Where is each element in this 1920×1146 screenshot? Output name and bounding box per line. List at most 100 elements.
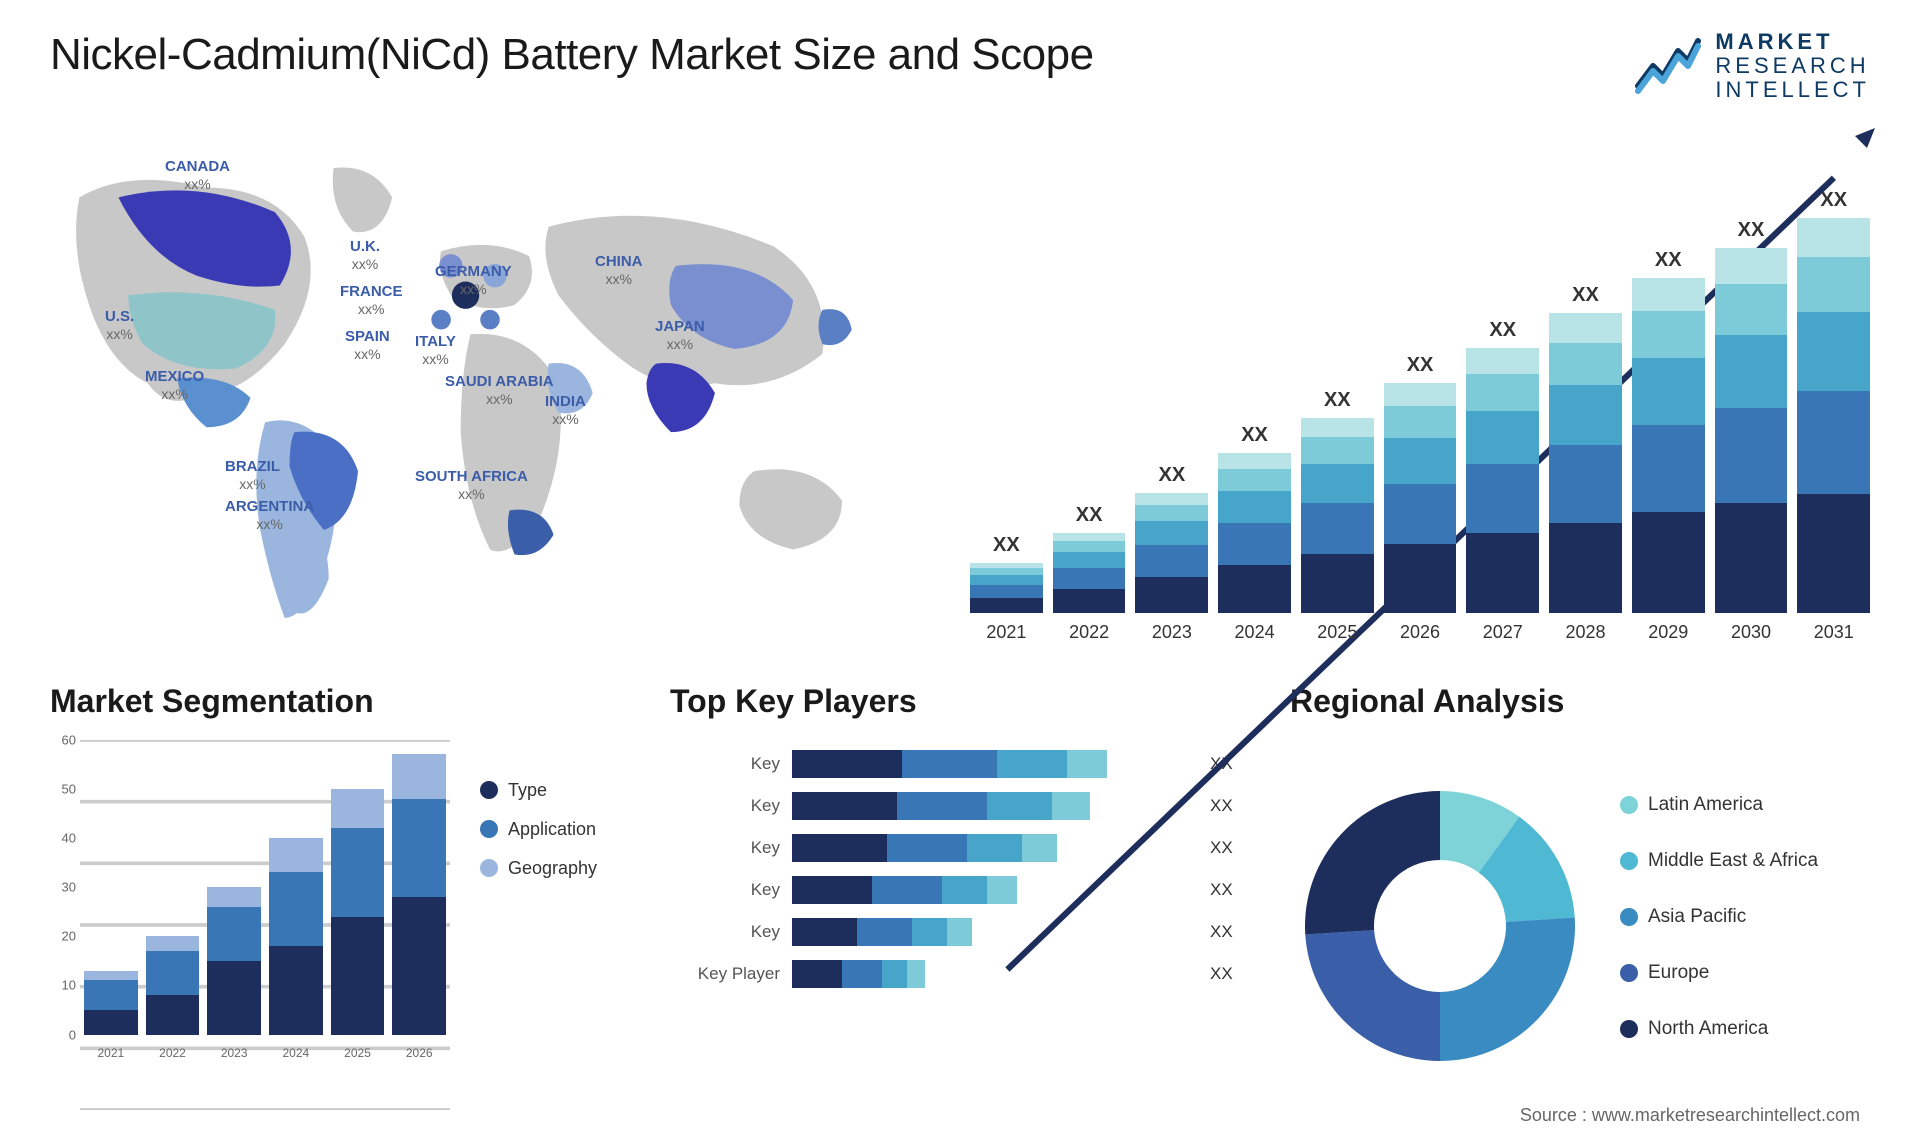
growth-bar-value: XX: [1489, 319, 1516, 342]
growth-bar-2031: XX: [1797, 189, 1870, 613]
growth-bar-value: XX: [1738, 219, 1765, 242]
growth-x-label: 2024: [1218, 622, 1291, 643]
world-map-panel: CANADAxx% U.S.xx% MEXICOxx% BRAZILxx% ARGENT…: [50, 133, 930, 653]
key-player-label: Key: [670, 796, 780, 816]
map-label-canada: CANADAxx%: [165, 158, 230, 194]
map-label-us: U.S.xx%: [105, 308, 134, 344]
growth-bar-2027: XX: [1466, 319, 1539, 613]
seg-legend-item: Geography: [480, 858, 630, 879]
page-title: Nickel-Cadmium(NiCd) Battery Market Size…: [50, 30, 1094, 80]
seg-y-tick: 20: [62, 929, 76, 944]
growth-bar-2028: XX: [1549, 284, 1622, 613]
regional-legend-item: North America: [1620, 1018, 1818, 1040]
key-player-label: Key: [670, 754, 780, 774]
key-player-row: Key XX: [670, 918, 1250, 946]
seg-y-tick: 50: [62, 781, 76, 796]
seg-y-tick: 40: [62, 830, 76, 845]
key-player-value: XX: [1210, 796, 1250, 816]
segmentation-panel: Market Segmentation 0102030405060 202120…: [50, 683, 630, 1113]
growth-x-label: 2027: [1466, 622, 1539, 643]
key-player-row: Key XX: [670, 876, 1250, 904]
growth-bar-2029: XX: [1632, 249, 1705, 613]
key-players-title: Top Key Players: [670, 683, 1250, 720]
growth-bar-2023: XX: [1135, 464, 1208, 613]
growth-bar-value: XX: [993, 534, 1020, 557]
growth-x-label: 2025: [1301, 622, 1374, 643]
map-label-spain: SPAINxx%: [345, 328, 390, 364]
map-label-france: FRANCExx%: [340, 283, 403, 319]
key-player-row: Key Player XX: [670, 960, 1250, 988]
map-label-china: CHINAxx%: [595, 253, 643, 289]
key-player-row: Key XX: [670, 750, 1250, 778]
growth-x-label: 2022: [1053, 622, 1126, 643]
donut-slice-europe: [1305, 930, 1440, 1061]
growth-bar-2030: XX: [1715, 219, 1788, 613]
brand-logo: MARKET RESEARCH INTELLECT: [1633, 30, 1870, 103]
growth-bar-value: XX: [1572, 284, 1599, 307]
map-label-saudiarabia: SAUDI ARABIAxx%: [445, 373, 554, 409]
regional-legend-item: Europe: [1620, 962, 1818, 984]
logo-text-2: RESEARCH: [1715, 54, 1870, 78]
regional-legend-item: Latin America: [1620, 794, 1818, 816]
key-player-value: XX: [1210, 880, 1250, 900]
growth-chart-panel: XXXXXXXXXXXXXXXXXXXXXX 20212022202320242…: [970, 133, 1870, 653]
regional-legend-item: Asia Pacific: [1620, 906, 1818, 928]
growth-x-label: 2021: [970, 622, 1043, 643]
segmentation-title: Market Segmentation: [50, 683, 630, 720]
key-player-bar: [792, 960, 1198, 988]
map-label-southafrica: SOUTH AFRICAxx%: [415, 468, 528, 504]
key-player-bar: [792, 792, 1198, 820]
seg-y-tick: 30: [62, 880, 76, 895]
seg-x-label: 2024: [269, 1046, 323, 1060]
growth-x-label: 2030: [1715, 622, 1788, 643]
key-player-label: Key: [670, 880, 780, 900]
source-attribution: Source : www.marketresearchintellect.com: [1520, 1105, 1860, 1126]
key-player-label: Key: [670, 838, 780, 858]
seg-bar-2024: [269, 838, 323, 1035]
growth-bar-value: XX: [1324, 389, 1351, 412]
growth-bar-2025: XX: [1301, 389, 1374, 613]
key-player-bar: [792, 750, 1198, 778]
growth-bar-2026: XX: [1384, 354, 1457, 613]
growth-bar-value: XX: [1655, 249, 1682, 272]
logo-text-3: INTELLECT: [1715, 78, 1870, 102]
growth-x-label: 2029: [1632, 622, 1705, 643]
seg-x-label: 2025: [331, 1046, 385, 1060]
key-player-value: XX: [1210, 922, 1250, 942]
map-label-brazil: BRAZILxx%: [225, 458, 280, 494]
donut-slice-north-america: [1305, 791, 1440, 934]
regional-legend-item: Middle East & Africa: [1620, 850, 1818, 872]
map-label-mexico: MEXICOxx%: [145, 368, 204, 404]
donut-slice-asia-pacific: [1440, 918, 1575, 1061]
regional-title: Regional Analysis: [1290, 683, 1870, 720]
regional-panel: Regional Analysis Latin America Middle Ea…: [1290, 683, 1870, 1113]
key-player-label: Key Player: [670, 964, 780, 984]
key-player-value: XX: [1210, 754, 1250, 774]
growth-bar-value: XX: [1820, 189, 1847, 212]
seg-bar-2022: [146, 936, 200, 1034]
map-label-italy: ITALYxx%: [415, 333, 456, 369]
growth-bar-value: XX: [1158, 464, 1185, 487]
segmentation-legend: TypeApplicationGeography: [480, 740, 630, 1113]
key-player-bar: [792, 876, 1198, 904]
seg-bar-2021: [84, 971, 138, 1035]
key-player-value: XX: [1210, 964, 1250, 984]
regional-legend: Latin America Middle East & Africa Asia Pa…: [1620, 794, 1818, 1058]
regional-donut-chart: [1290, 776, 1590, 1076]
seg-y-tick: 60: [62, 732, 76, 747]
growth-x-label: 2026: [1384, 622, 1457, 643]
seg-y-tick: 10: [62, 978, 76, 993]
key-player-bar: [792, 918, 1198, 946]
logo-text-1: MARKET: [1715, 30, 1870, 54]
seg-x-label: 2022: [146, 1046, 200, 1060]
arrowhead-icon: [1845, 128, 1875, 158]
key-player-value: XX: [1210, 838, 1250, 858]
seg-x-label: 2023: [207, 1046, 261, 1060]
map-label-uk: U.K.xx%: [350, 238, 380, 274]
map-label-germany: GERMANYxx%: [435, 263, 512, 299]
map-label-argentina: ARGENTINAxx%: [225, 498, 314, 534]
key-player-label: Key: [670, 922, 780, 942]
seg-legend-item: Application: [480, 819, 630, 840]
growth-x-label: 2031: [1797, 622, 1870, 643]
seg-y-tick: 0: [69, 1027, 76, 1042]
